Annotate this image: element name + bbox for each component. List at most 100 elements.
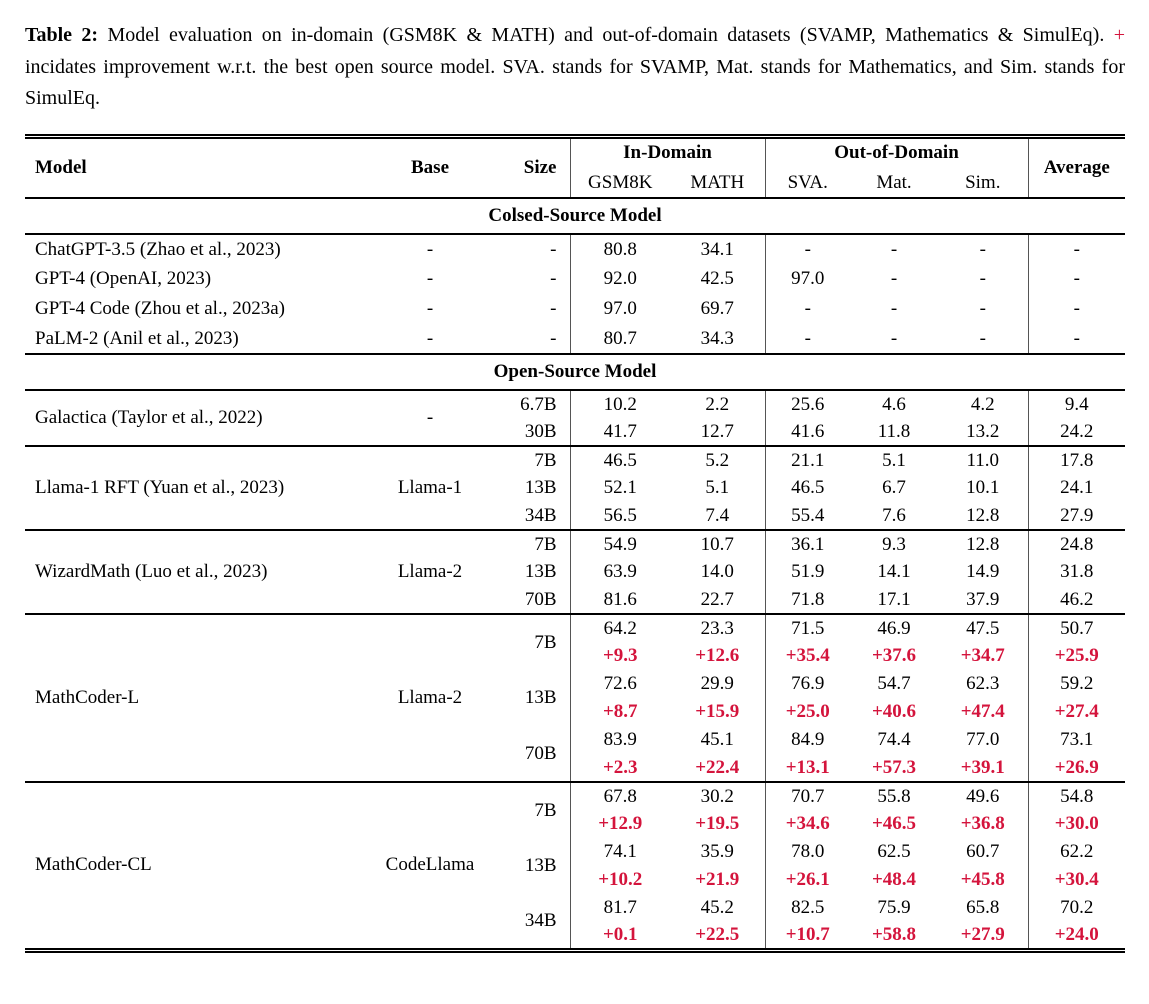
- value-cell: -: [804, 298, 811, 320]
- base-cell: Llama-2: [370, 529, 490, 614]
- value-cell: 11.8: [877, 420, 911, 442]
- value-cell: 74.4: [877, 729, 911, 751]
- value-cell: 54.8: [1028, 781, 1126, 810]
- value-cell: 80.7: [603, 327, 637, 349]
- table-row-gain: +2.3 +22.4 +13.1 +57.3 +39.1 +26.9: [25, 754, 1125, 782]
- table-row: PaLM-2 (Anil et al., 2023) - - 80.7 34.3 - - - -: [25, 324, 1125, 354]
- col-header-average: Average: [1043, 156, 1110, 178]
- table-row: ChatGPT-3.5 (Zhao et al., 2023) - - 80.8 34.…: [25, 234, 1125, 264]
- col-header-size: Size: [490, 136, 571, 198]
- value-cell: -: [938, 234, 1029, 264]
- gain-cell: +10.7: [785, 923, 830, 945]
- value-cell: 12.8: [938, 529, 1029, 558]
- value-cell: 12.8: [938, 502, 1029, 530]
- section-title: Colsed-Source Model: [25, 197, 1126, 235]
- table-caption: Table 2: Model evaluation on in-domain (…: [25, 20, 1125, 115]
- value-cell: 46.2: [1060, 588, 1094, 610]
- value-cell: -: [804, 327, 811, 349]
- gain-cell: +25.9: [1054, 645, 1099, 667]
- value-cell: 49.6: [938, 781, 1029, 810]
- value-cell: 55.4: [791, 504, 825, 526]
- value-cell: 75.9: [877, 897, 911, 919]
- value-cell: 81.6: [603, 588, 637, 610]
- value-cell: 14.1: [877, 561, 911, 583]
- size-cell: 70B: [490, 586, 571, 614]
- value-cell: 11.0: [938, 445, 1029, 474]
- col-header-mat: Mat.: [876, 171, 912, 193]
- model-cell: MathCoder-CL: [25, 781, 370, 950]
- value-cell: 52.1: [603, 477, 637, 499]
- section-row: Colsed-Source Model: [25, 197, 1126, 235]
- value-cell: 45.2: [670, 894, 766, 922]
- value-cell: -: [890, 327, 898, 349]
- value-cell: 31.8: [1060, 561, 1094, 583]
- gain-cell: +36.8: [938, 810, 1029, 838]
- gain-cell: +26.9: [1054, 756, 1099, 778]
- table-row: 13B 74.1 35.9 78.0 62.5 60.7 62.2: [25, 838, 1125, 894]
- gain-cell: +47.4: [938, 698, 1029, 726]
- gain-cell: +22.4: [670, 754, 766, 782]
- table-row-gain: +10.2 +21.9 +26.1 +48.4 +45.8 +30.4: [25, 866, 1125, 894]
- value-cell: 4.6: [882, 393, 906, 415]
- size-cell: 30B: [490, 418, 571, 446]
- value-cell: -: [938, 264, 1029, 294]
- value-cell: 67.8: [570, 781, 670, 810]
- header-row-groups: Model Base Size In-Domain Out-of-Domain …: [25, 136, 1125, 198]
- value-cell: 25.6: [791, 393, 825, 415]
- value-cell: 9.3: [850, 529, 938, 558]
- table-row: 13B 63.9 14.0 51.9 14.1 14.9 31.8: [25, 558, 1125, 586]
- value-cell: 60.7: [938, 838, 1029, 866]
- value-cell: 62.3: [938, 670, 1029, 698]
- table-row: Llama-1 RFT (Yuan et al., 2023) Llama-1 7B…: [25, 445, 1126, 530]
- value-cell: 76.9: [791, 673, 825, 695]
- value-cell: 71.8: [791, 588, 825, 610]
- gain-cell: +2.3: [602, 756, 638, 778]
- value-cell: 17.8: [1028, 445, 1126, 474]
- col-header-sim: Sim.: [938, 168, 1029, 198]
- model-cell: GPT-4 (OpenAI, 2023): [35, 268, 212, 290]
- gain-cell: +40.6: [871, 701, 917, 723]
- gain-cell: +12.6: [670, 642, 766, 670]
- value-cell: 6.7: [882, 477, 906, 499]
- value-cell: 56.5: [603, 504, 637, 526]
- value-cell: 35.9: [670, 838, 766, 866]
- table-row: 70B 81.6 22.7 71.8 17.1 37.9 46.2: [25, 586, 1125, 614]
- table-row: 13B 72.6 29.9 76.9 54.7 62.3 59.2: [25, 670, 1125, 726]
- gain-cell: +30.0: [1054, 813, 1099, 835]
- value-cell: 46.5: [791, 477, 825, 499]
- gain-cell: +0.1: [602, 923, 638, 945]
- gain-cell: +12.9: [598, 813, 643, 835]
- value-cell: 14.0: [670, 558, 766, 586]
- value-cell: 21.1: [765, 445, 850, 474]
- model-cell: Galactica (Taylor et al., 2022): [35, 407, 263, 429]
- gain-cell: +22.5: [670, 922, 766, 950]
- size-cell: -: [490, 264, 571, 294]
- header-row-datasets: GSM8K MATH SVA. Mat. Sim.: [25, 168, 1125, 198]
- gain-cell: +19.5: [670, 810, 766, 838]
- base-cell: -: [426, 298, 434, 320]
- value-cell: 74.1: [603, 841, 637, 863]
- value-cell: 69.7: [670, 294, 766, 324]
- value-cell: -: [1073, 298, 1080, 320]
- value-cell: -: [890, 268, 898, 290]
- value-cell: -: [1073, 327, 1080, 349]
- table-row: 70B 83.9 45.1 84.9 74.4 77.0 73.1: [25, 726, 1125, 782]
- value-cell: -: [804, 238, 811, 260]
- gain-cell: +27.9: [938, 922, 1029, 950]
- model-cell: Llama-1 RFT (Yuan et al., 2023): [25, 445, 370, 530]
- value-cell: 47.5: [938, 613, 1029, 642]
- value-cell: 13.2: [938, 418, 1029, 446]
- value-cell: 46.5: [570, 445, 670, 474]
- value-cell: 14.9: [938, 558, 1029, 586]
- value-cell: -: [938, 324, 1029, 354]
- table-row: MathCoder-L Llama-2 7B 64.2 23.3 71.5 46.9 47.5…: [25, 613, 1126, 782]
- size-cell: 7B: [490, 781, 571, 838]
- col-header-gsm8k: GSM8K: [588, 171, 653, 193]
- gain-cell: +10.2: [598, 869, 643, 891]
- value-cell: 10.7: [670, 529, 766, 558]
- size-cell: 7B: [490, 613, 571, 670]
- value-cell: 34.1: [670, 234, 766, 264]
- size-cell: 70B: [490, 726, 571, 782]
- base-cell: Llama-2: [370, 613, 490, 782]
